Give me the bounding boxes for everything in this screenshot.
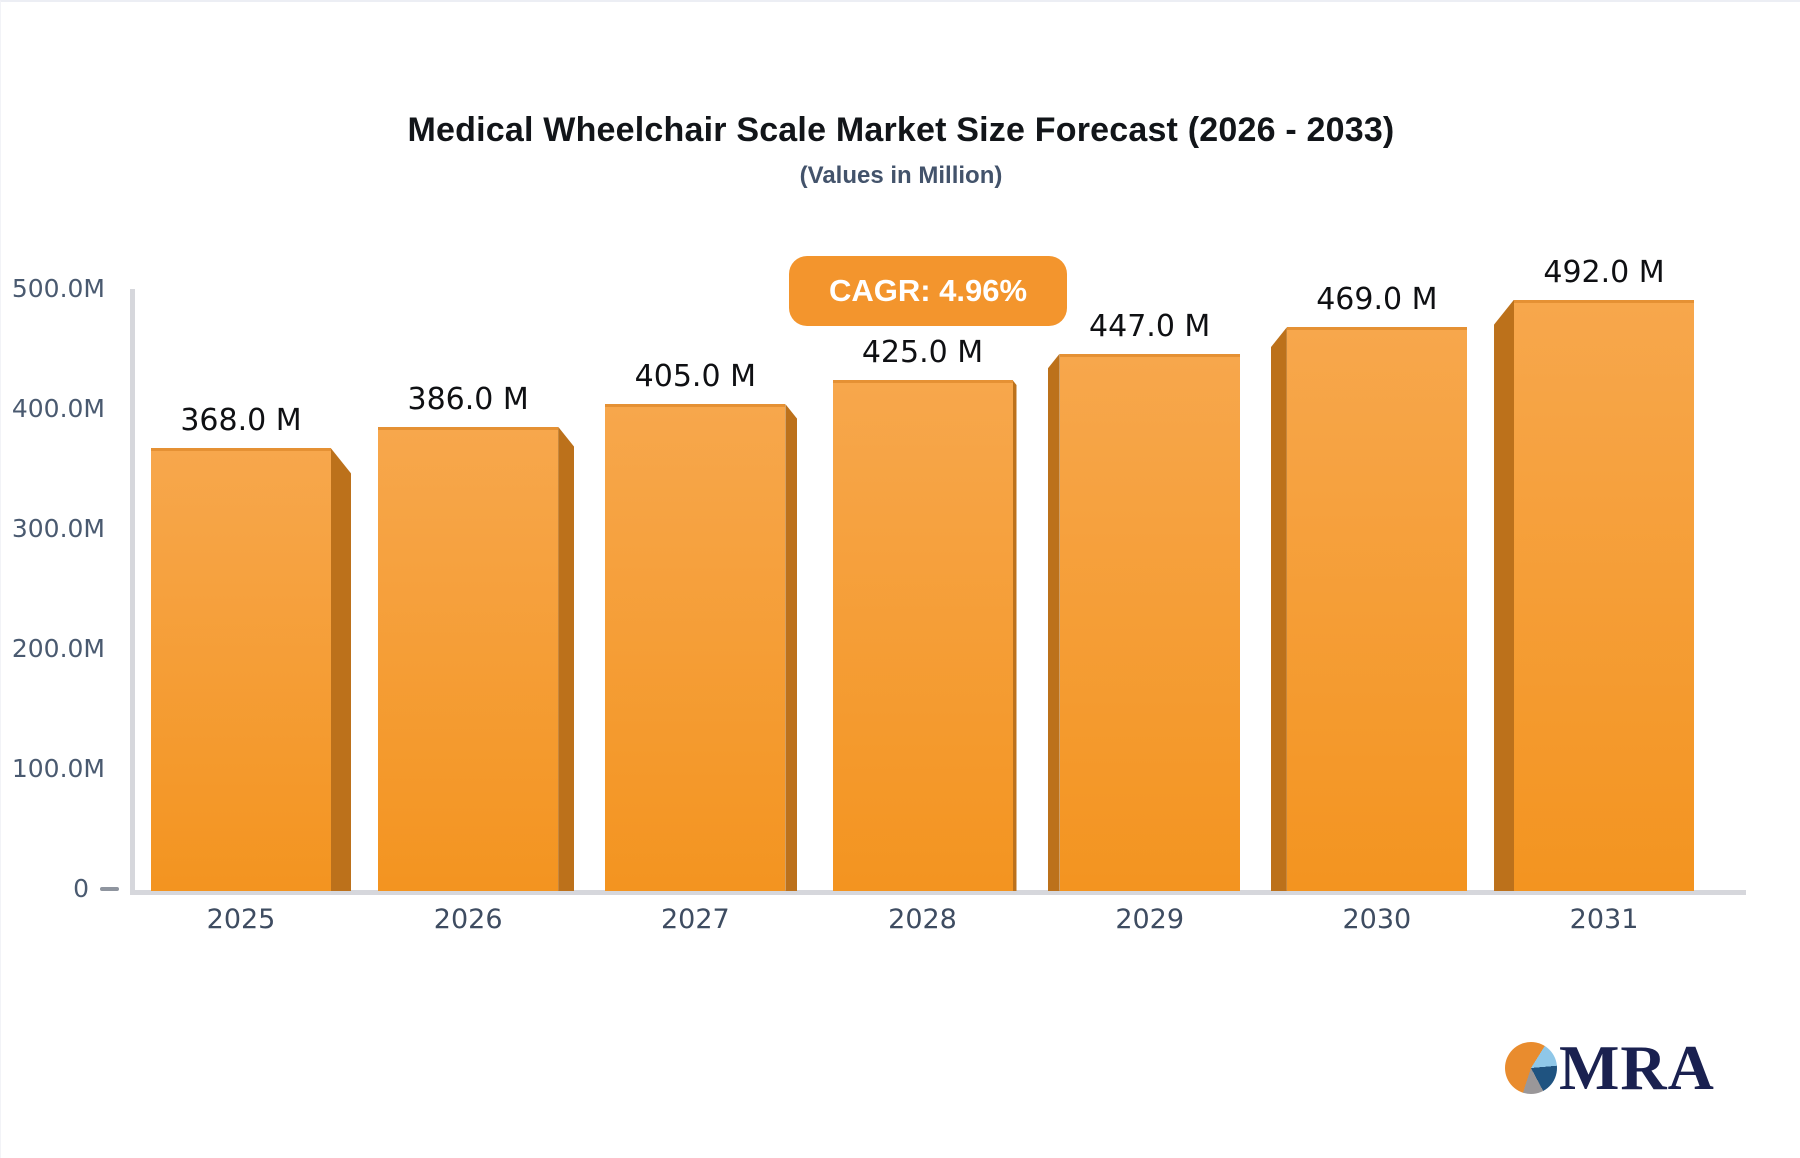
- bar: [605, 404, 786, 891]
- bar-side-face: [1494, 299, 1515, 891]
- x-axis-line: [130, 890, 1746, 895]
- y-tick-label: 100.0M: [11, 754, 105, 783]
- category-label: 2028: [888, 904, 957, 935]
- bar-side-face: [331, 448, 351, 891]
- chart-subtitle: (Values in Million): [799, 162, 1003, 189]
- y-tick-label: 300.0M: [11, 514, 105, 543]
- chart-title: Medical Wheelchair Scale Market Size For…: [407, 111, 1395, 149]
- y-tick-label: 400.0M: [11, 394, 105, 423]
- bar: [1059, 353, 1240, 891]
- category-label: 2029: [1115, 904, 1185, 935]
- cagr-badge: CAGR: 4.96%: [789, 256, 1067, 326]
- category-label: 2027: [660, 904, 730, 935]
- bar-value-label: 469.0 M: [1316, 282, 1438, 318]
- bar: [1286, 327, 1467, 891]
- zero-tick: [100, 887, 119, 891]
- bar: [1514, 299, 1695, 891]
- y-tick-label: 500.0M: [11, 274, 105, 303]
- y-tick-label: 200.0M: [11, 634, 105, 663]
- category-label: 2026: [433, 904, 503, 935]
- pie-chart-icon: [1505, 1042, 1557, 1094]
- category-label: 2031: [1569, 904, 1639, 935]
- bar-side-face: [1047, 353, 1060, 891]
- category-label: 2030: [1342, 904, 1412, 935]
- bar-side-face: [1270, 327, 1287, 891]
- y-tick-label: 0: [73, 874, 89, 903]
- brand-logo: MRA: [1505, 1032, 1715, 1103]
- bar-side-face: [558, 426, 575, 891]
- bar: [378, 426, 559, 891]
- y-axis-line: [130, 289, 135, 893]
- bar-value-label: 447.0 M: [1089, 308, 1211, 344]
- bar-value-label: 386.0 M: [407, 381, 529, 417]
- bar-value-label: 405.0 M: [634, 359, 756, 394]
- chart-header: Medical Wheelchair Scale Market Size For…: [1, 110, 1800, 190]
- bar-side-face: [785, 404, 798, 891]
- bar: [151, 448, 331, 891]
- bar: [832, 380, 1013, 891]
- logo-text: MRA: [1559, 1032, 1715, 1103]
- category-label: 2025: [206, 904, 276, 935]
- bar-side-face: [1012, 380, 1017, 891]
- bar-value-label: 492.0 M: [1543, 254, 1665, 290]
- bar-value-label: 368.0 M: [180, 403, 302, 439]
- bar-value-label: 425.0 M: [861, 335, 984, 370]
